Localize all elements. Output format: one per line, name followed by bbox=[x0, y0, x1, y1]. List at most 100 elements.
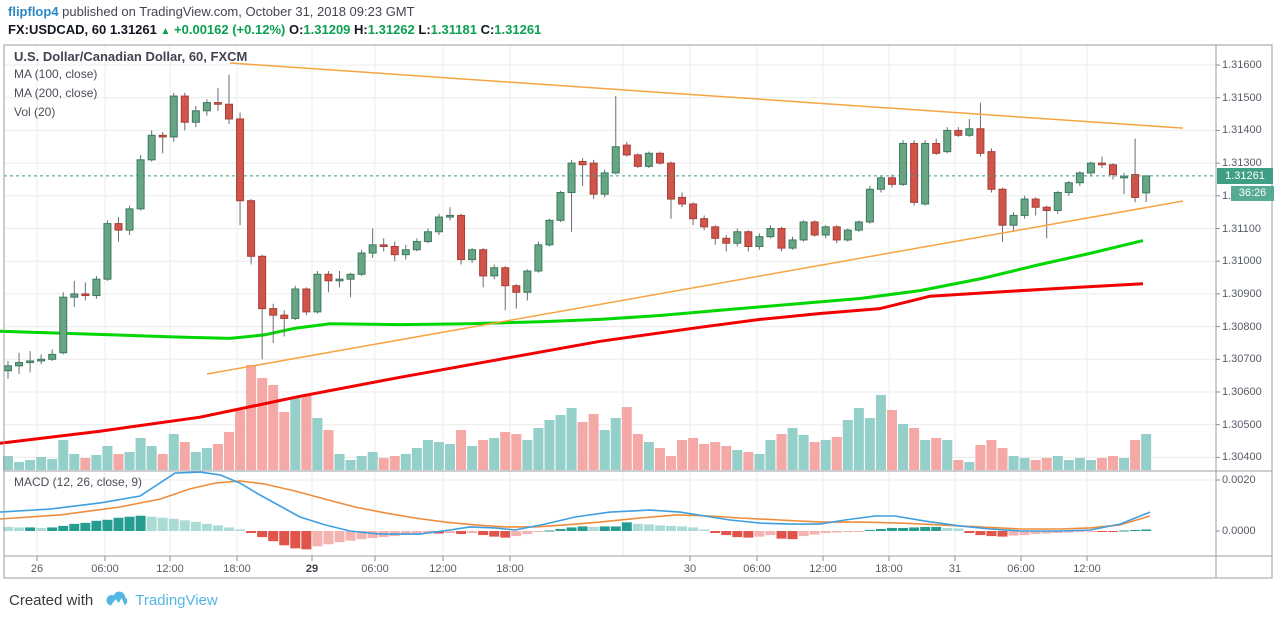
macd-histogram-bar bbox=[887, 527, 897, 531]
volume-bar bbox=[58, 440, 69, 470]
macd-histogram-bar bbox=[257, 531, 268, 538]
candle bbox=[965, 128, 974, 136]
legend-volume[interactable]: Vol (20) bbox=[14, 105, 56, 119]
macd-histogram-bar bbox=[80, 522, 91, 531]
time-tick-label: 30 bbox=[683, 563, 697, 575]
header: flipflop4 published on TradingView.com, … bbox=[8, 3, 541, 41]
bar-countdown-badge: 36:26 bbox=[1231, 185, 1274, 201]
volume-bar bbox=[91, 455, 102, 470]
macd-histogram-bar bbox=[212, 525, 223, 531]
volume-bar bbox=[1141, 434, 1152, 470]
macd-tick-label: 0.0000 bbox=[1222, 525, 1256, 537]
price-tick-label: 1.31600 bbox=[1222, 59, 1262, 71]
candle bbox=[722, 237, 731, 244]
volume-bar bbox=[1074, 458, 1085, 470]
candle bbox=[611, 146, 620, 174]
volume-bar bbox=[378, 458, 389, 470]
volume-bar bbox=[666, 456, 676, 470]
candle bbox=[644, 152, 653, 167]
macd-histogram-bar bbox=[345, 531, 356, 541]
candle bbox=[932, 142, 941, 154]
candle bbox=[313, 273, 322, 313]
volume-bar bbox=[201, 448, 212, 470]
macd-histogram-bar bbox=[809, 531, 820, 535]
candle bbox=[490, 267, 499, 277]
candle bbox=[37, 358, 46, 362]
volume-bar bbox=[246, 365, 257, 470]
last-price: 1.31261 bbox=[109, 22, 157, 37]
volume-bar bbox=[533, 428, 544, 470]
username-link[interactable]: flipflop4 bbox=[8, 4, 59, 19]
volume-bar bbox=[146, 446, 157, 470]
volume-bar bbox=[212, 444, 223, 470]
candle bbox=[236, 118, 245, 202]
candle bbox=[678, 196, 687, 205]
upper-trendline[interactable] bbox=[229, 62, 1184, 129]
macd-histogram-bar bbox=[1108, 531, 1118, 532]
macd-histogram-bar bbox=[754, 531, 765, 537]
candle bbox=[567, 162, 576, 194]
published-text: published on TradingView.com, October 31… bbox=[58, 4, 415, 19]
change-text: +0.00162 (+0.12%) bbox=[174, 22, 286, 37]
macd-histogram-bar bbox=[467, 531, 478, 534]
volume-bar bbox=[279, 412, 290, 470]
volume-bar bbox=[875, 395, 886, 470]
candle bbox=[125, 208, 134, 231]
candle bbox=[390, 245, 399, 256]
macd-tick-label: 0.0020 bbox=[1222, 474, 1256, 486]
candle bbox=[998, 188, 1007, 226]
macd-histogram-bar bbox=[445, 531, 455, 534]
legend-ma200[interactable]: MA (200, close) bbox=[14, 86, 98, 100]
candle bbox=[1097, 162, 1106, 166]
low-value: 1.31181 bbox=[430, 22, 477, 37]
volume-bar bbox=[467, 446, 478, 470]
volume-bar bbox=[599, 430, 610, 470]
time-tick-label: 26 bbox=[30, 563, 44, 575]
candle bbox=[1053, 192, 1062, 212]
macd-histogram-bar bbox=[135, 515, 146, 531]
candle bbox=[302, 288, 311, 313]
macd-histogram-bar bbox=[677, 526, 688, 531]
volume-bar bbox=[367, 452, 378, 470]
candle bbox=[114, 223, 123, 231]
candle bbox=[876, 177, 885, 190]
macd-legend[interactable]: MACD (12, 26, close, 9) bbox=[14, 475, 143, 489]
candle bbox=[888, 177, 896, 185]
volume-bar bbox=[677, 440, 688, 470]
volume-bar bbox=[14, 462, 25, 470]
macd-histogram-bar bbox=[235, 529, 246, 531]
volume-bar bbox=[820, 440, 831, 470]
macd-histogram-bar bbox=[58, 525, 69, 531]
volume-bar bbox=[235, 410, 246, 470]
low-label: L: bbox=[418, 22, 431, 37]
volume-bar bbox=[1008, 456, 1019, 470]
macd-histogram-bar bbox=[400, 531, 411, 536]
macd-histogram-bar bbox=[544, 530, 555, 532]
lower-trendline[interactable] bbox=[206, 200, 1184, 375]
candle bbox=[81, 293, 90, 297]
volume-bar bbox=[422, 440, 433, 470]
volume-bar bbox=[1108, 456, 1118, 470]
macd-histogram-bar bbox=[997, 531, 1008, 537]
macd-histogram-bar bbox=[787, 531, 798, 540]
price-tick-label: 1.30800 bbox=[1222, 320, 1262, 333]
volume-bar bbox=[688, 438, 699, 470]
volume-bar bbox=[257, 378, 268, 470]
candle bbox=[26, 360, 35, 364]
legend-ma100[interactable]: MA (100, close) bbox=[14, 67, 98, 81]
macd-histogram-bar bbox=[588, 526, 599, 531]
candle bbox=[103, 223, 112, 280]
candle bbox=[667, 162, 675, 200]
tradingview-brand-link[interactable]: TradingView bbox=[135, 592, 218, 609]
candle bbox=[1086, 162, 1095, 174]
volume-bar bbox=[942, 440, 953, 470]
legend-symbol-title[interactable]: U.S. Dollar/Canadian Dollar, 60, FXCM bbox=[14, 49, 248, 64]
volume-bar bbox=[853, 408, 864, 470]
macd-histogram-bar bbox=[566, 527, 577, 531]
candle bbox=[954, 129, 963, 136]
candle bbox=[434, 216, 443, 233]
volume-bar bbox=[433, 442, 444, 470]
macd-histogram-bar bbox=[842, 531, 853, 533]
candle bbox=[976, 128, 985, 154]
